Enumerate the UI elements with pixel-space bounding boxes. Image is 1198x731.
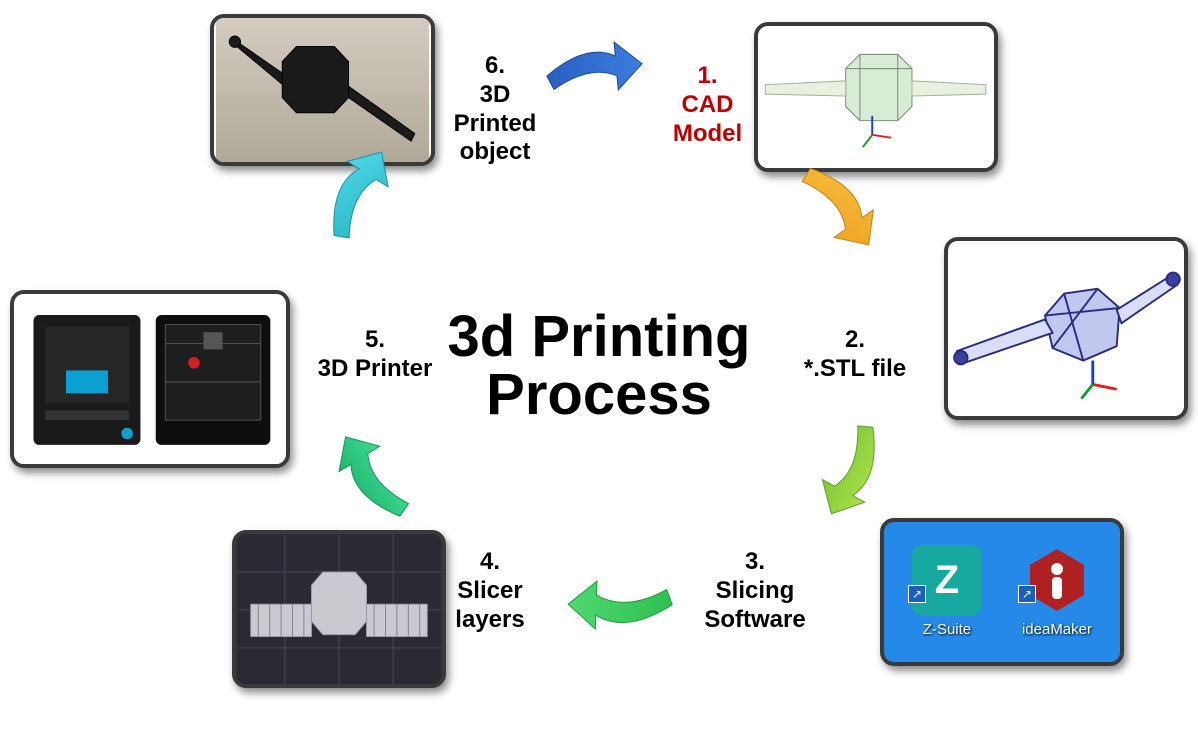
cad-model-illustration [758, 26, 994, 168]
title-line2: Process [448, 366, 751, 424]
frame-slicing-software: Z ↗ Z-Suite ↗ ideaMaker [880, 518, 1124, 666]
arrow-6-to-1 [538, 30, 648, 100]
frame-3d-printer [10, 290, 290, 468]
app-icon-zsuite: Z ↗ Z-Suite [912, 545, 982, 639]
step-1-text: CAD Model [665, 91, 750, 149]
app-icon-ideamaker: ↗ ideaMaker [1022, 545, 1092, 639]
step-5-text: 3D Printer [310, 355, 440, 384]
ideamaker-hex-icon [1022, 545, 1092, 615]
step-2-text: *.STL file [790, 355, 920, 384]
stl-illustration [948, 241, 1184, 416]
step-3-label: 3. Slicing Software [695, 548, 815, 634]
title-line1: 3d Printing [448, 308, 751, 366]
step-4-label: 4. Slicer layers [445, 548, 535, 634]
step-4-num: 4. [445, 548, 535, 577]
shortcut-arrow-icon: ↗ [908, 585, 926, 603]
step-6-label: 6. 3D Printed object [445, 52, 545, 167]
arrow-2-to-3 [802, 422, 912, 522]
frame-stl-file [944, 237, 1188, 420]
step-3-num: 3. [695, 548, 815, 577]
arrow-5-to-6 [298, 142, 408, 242]
step-5-label: 5. 3D Printer [310, 326, 440, 384]
step-4-text: Slicer layers [445, 577, 535, 635]
step-6-num: 6. [445, 52, 545, 81]
ideamaker-label: ideaMaker [1022, 621, 1092, 638]
center-title: 3d Printing Process [448, 308, 751, 424]
step-6-text: 3D Printed object [445, 81, 545, 167]
printer-illustration [14, 294, 286, 464]
zsuite-letter: Z [935, 558, 959, 603]
zsuite-label: Z-Suite [923, 621, 971, 638]
step-2-label: 2. *.STL file [790, 326, 920, 384]
step-2-num: 2. [790, 326, 920, 355]
step-3-text: Slicing Software [695, 577, 815, 635]
frame-slicer-layers [232, 530, 446, 688]
printed-object-illustration [214, 18, 431, 162]
step-1-label: 1. CAD Model [665, 62, 750, 148]
arrow-3-to-4 [562, 572, 682, 648]
arrow-4-to-5 [314, 430, 424, 530]
step-1-num: 1. [665, 62, 750, 91]
arrow-1-to-2 [788, 158, 898, 248]
shortcut-arrow-icon: ↗ [1018, 585, 1036, 603]
slicer-layers-illustration [236, 534, 442, 684]
step-5-num: 5. [310, 326, 440, 355]
frame-cad-model [754, 22, 998, 172]
